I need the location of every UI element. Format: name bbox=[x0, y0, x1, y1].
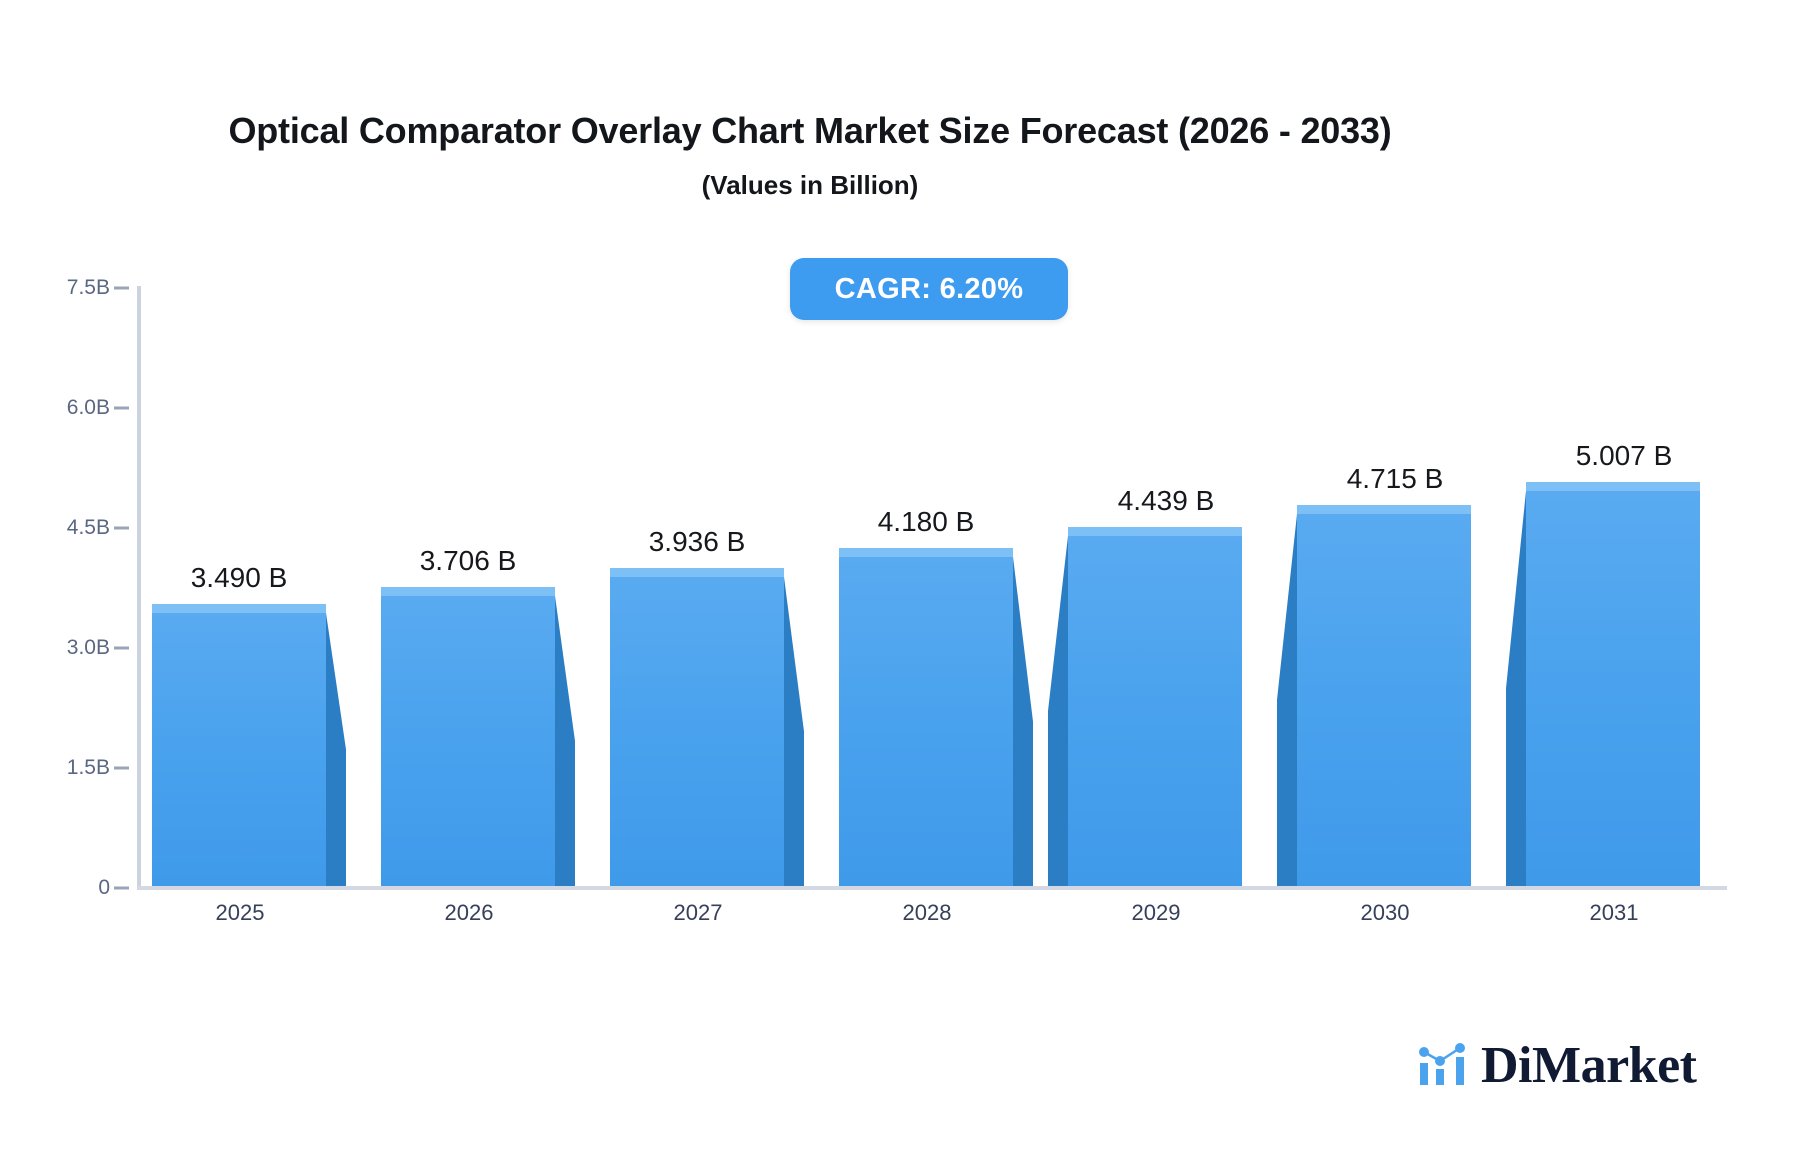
bar-side bbox=[1048, 536, 1068, 886]
x-axis-tick-label-2027: 2027 bbox=[673, 900, 723, 925]
y-axis-tick-label: 3.0B bbox=[66, 636, 110, 659]
bar-side bbox=[1506, 491, 1526, 886]
bar-front bbox=[152, 604, 326, 886]
bar-2027 bbox=[610, 568, 804, 886]
dimarket-logo: DiMarket bbox=[1418, 1037, 1697, 1094]
bar-top bbox=[381, 587, 555, 596]
bar-top bbox=[1526, 482, 1700, 491]
x-axis-tick-label-2031: 2031 bbox=[1589, 900, 1639, 925]
x-axis-tick-label-2029: 2029 bbox=[1131, 900, 1181, 925]
y-axis-tick-mark bbox=[114, 886, 129, 890]
bar-value-label-2026: 3.706 B bbox=[419, 545, 517, 576]
bar-2028 bbox=[839, 548, 1033, 886]
bar-side bbox=[1013, 557, 1033, 886]
bar-chart-icon bbox=[1418, 1041, 1468, 1092]
bar-2025 bbox=[152, 604, 346, 886]
y-axis-tick-mark bbox=[114, 406, 129, 410]
bar-value-label-2031: 5.007 B bbox=[1575, 440, 1673, 471]
cagr-badge: CAGR: 6.20% bbox=[790, 258, 1068, 320]
bar-value-label-2030: 4.715 B bbox=[1346, 463, 1444, 494]
x-axis-tick-label-2025: 2025 bbox=[215, 900, 265, 925]
x-axis-tick-label-2026: 2026 bbox=[444, 900, 494, 925]
bar-value-label-2028: 4.180 B bbox=[877, 506, 975, 537]
chart-title: Optical Comparator Overlay Chart Market … bbox=[228, 110, 1392, 151]
bar-front bbox=[610, 568, 784, 886]
bar-value-label-2027: 3.936 B bbox=[648, 526, 746, 557]
bar-top bbox=[839, 548, 1013, 557]
bar-side bbox=[1277, 514, 1297, 886]
bar-top bbox=[1068, 527, 1242, 536]
y-axis-tick-label: 1.5B bbox=[66, 756, 110, 779]
y-axis-line bbox=[137, 286, 141, 888]
bar-top bbox=[152, 604, 326, 613]
x-axis-tick-label-2028: 2028 bbox=[902, 900, 952, 925]
bar-front bbox=[839, 548, 1013, 886]
y-axis-tick-label: 4.5B bbox=[66, 516, 110, 539]
bar-2029 bbox=[1048, 527, 1242, 886]
bar-side bbox=[555, 596, 575, 886]
x-axis-tick-label-2030: 2030 bbox=[1360, 900, 1410, 925]
bar-front bbox=[1068, 527, 1242, 886]
bar-value-label-2029: 4.439 B bbox=[1117, 485, 1215, 516]
logo-text: DiMarket bbox=[1481, 1037, 1697, 1094]
y-axis-tick-mark bbox=[114, 526, 129, 530]
bar-2026 bbox=[381, 587, 575, 886]
bar-value-label-2025: 3.490 B bbox=[190, 562, 288, 593]
bar-top bbox=[610, 568, 784, 577]
bar-front bbox=[381, 587, 555, 886]
y-axis-tick-mark bbox=[114, 646, 129, 650]
chart-subtitle: (Values in Billion) bbox=[701, 170, 919, 200]
bar-front bbox=[1297, 505, 1471, 886]
bar-2031 bbox=[1506, 482, 1700, 886]
cagr-badge-label: CAGR: 6.20% bbox=[834, 272, 1024, 305]
bar-top bbox=[1297, 505, 1471, 514]
x-axis-line bbox=[137, 886, 1727, 890]
y-axis-tick-label: 0 bbox=[98, 876, 110, 899]
bar-2030 bbox=[1277, 505, 1471, 886]
y-axis-tick-label: 6.0B bbox=[66, 396, 110, 419]
bar-side bbox=[784, 577, 804, 886]
y-axis-tick-label: 7.5B bbox=[66, 276, 110, 299]
bar-front bbox=[1526, 482, 1700, 886]
bar-side bbox=[326, 613, 346, 886]
y-axis-tick-mark bbox=[114, 286, 129, 290]
y-axis-tick-mark bbox=[114, 766, 129, 770]
